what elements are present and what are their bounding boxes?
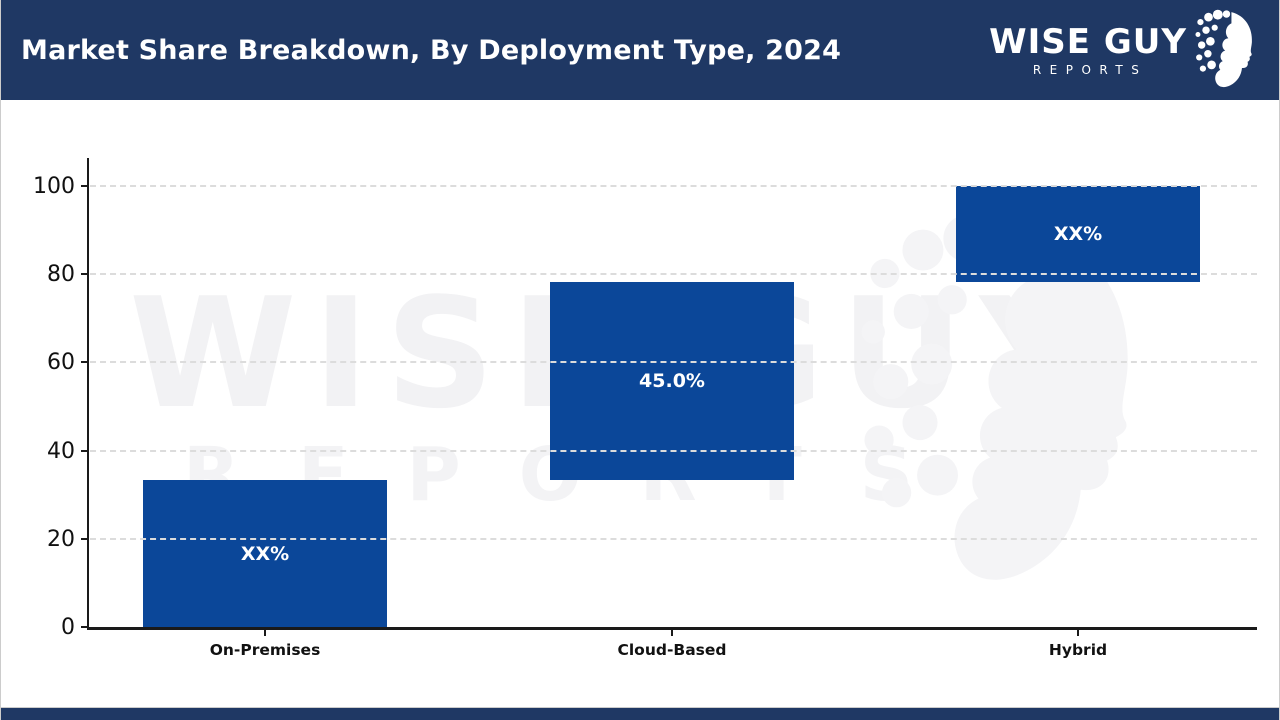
gridline-40: [90, 449, 1257, 452]
x-axis-label-hybrid: Hybrid: [1048, 641, 1108, 659]
bar-value-label: XX%: [240, 542, 290, 565]
y-tick-label-40: 40: [47, 438, 75, 464]
y-tick-label-60: 60: [47, 350, 75, 376]
y-tick-label-80: 80: [47, 262, 75, 288]
gridline-60: [90, 361, 1257, 364]
x-axis-label-cloud-based: Cloud-Based: [617, 641, 727, 659]
bar-on-premises: XX%: [143, 480, 387, 627]
bar-cloud-based: 45.0%: [550, 281, 794, 481]
gridline-100: [90, 185, 1257, 187]
y-tick: [81, 361, 89, 364]
y-tick: [81, 626, 89, 628]
y-tick: [81, 273, 89, 276]
x-axis-spine: [87, 627, 1257, 630]
gridline-20: [90, 537, 1257, 540]
footer-divider: [1, 707, 1279, 708]
logo-wordmark: WISE GUY: [989, 21, 1187, 62]
y-tick-label-20: 20: [47, 526, 75, 552]
dotted-head-logo-icon: [1195, 9, 1252, 88]
chart-title: Market Share Breakdown, By Deployment Ty…: [21, 34, 842, 66]
logo-subtitle: REPORTS: [1032, 62, 1148, 77]
x-tick: [264, 627, 266, 636]
x-axis-label-on-premises: On-Premises: [209, 641, 321, 659]
logo-text: WISE GUY REPORTS: [989, 25, 1187, 76]
x-tick: [671, 627, 673, 636]
y-axis-spine: [87, 158, 89, 630]
bar-value-label: 45.0%: [639, 369, 705, 392]
y-tick: [81, 449, 89, 452]
gridline-80: [90, 273, 1257, 276]
x-tick: [1077, 627, 1079, 636]
header-bar: Market Share Breakdown, By Deployment Ty…: [1, 0, 1279, 100]
wise-guy-logo: WISE GUY REPORTS: [989, 9, 1255, 91]
y-tick: [81, 185, 89, 187]
y-tick: [81, 537, 89, 540]
footer-bar: [1, 708, 1279, 720]
y-tick-label-0: 0: [61, 615, 75, 640]
y-tick-label-100: 100: [33, 174, 75, 199]
bar-hybrid: XX%: [956, 186, 1200, 282]
bar-value-label: XX%: [1053, 222, 1103, 245]
